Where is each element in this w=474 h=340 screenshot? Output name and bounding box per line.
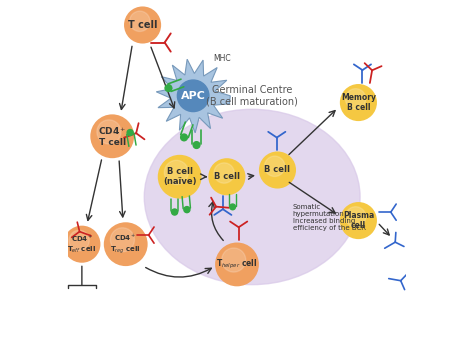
Text: CD4$^+$
T cell: CD4$^+$ T cell: [98, 125, 127, 147]
Circle shape: [129, 11, 150, 32]
Circle shape: [346, 89, 366, 109]
Ellipse shape: [144, 109, 360, 285]
Text: Plasma
cell: Plasma cell: [343, 211, 374, 230]
Circle shape: [124, 6, 161, 44]
Text: Germinal Centre
(B cell maturation): Germinal Centre (B cell maturation): [206, 85, 298, 107]
Text: B cell
(naïve): B cell (naïve): [163, 167, 196, 186]
Polygon shape: [156, 59, 230, 133]
Circle shape: [215, 242, 259, 286]
Circle shape: [97, 120, 121, 144]
Text: CD4$^+$
T$_{eff}$ cell: CD4$^+$ T$_{eff}$ cell: [67, 233, 96, 255]
Circle shape: [340, 84, 377, 121]
Text: MHC: MHC: [213, 54, 231, 63]
Text: CD4$^+$
T$_{reg}$ cell: CD4$^+$ T$_{reg}$ cell: [110, 233, 141, 256]
Text: Memory
B cell: Memory B cell: [341, 93, 376, 112]
Circle shape: [264, 156, 285, 176]
Circle shape: [209, 158, 246, 195]
Circle shape: [214, 163, 234, 183]
Circle shape: [158, 155, 201, 199]
Circle shape: [127, 130, 133, 136]
Circle shape: [181, 134, 187, 141]
Text: B cell: B cell: [264, 166, 291, 174]
Circle shape: [222, 248, 246, 272]
Circle shape: [340, 202, 377, 239]
Text: Somatic
hypermutation
Increased binding
efficiency of the BCR: Somatic hypermutation Increased binding …: [292, 204, 365, 231]
Text: B cell: B cell: [214, 172, 240, 181]
Circle shape: [104, 222, 147, 266]
Circle shape: [172, 209, 178, 215]
Circle shape: [259, 151, 296, 189]
Circle shape: [164, 160, 189, 184]
Text: APC: APC: [181, 91, 206, 101]
Circle shape: [64, 226, 100, 263]
Circle shape: [69, 230, 89, 251]
Circle shape: [91, 114, 134, 158]
Circle shape: [177, 80, 209, 112]
Text: T$_{helper}$ cell: T$_{helper}$ cell: [216, 258, 258, 271]
Circle shape: [230, 204, 236, 210]
Circle shape: [165, 85, 172, 91]
Text: T cell: T cell: [128, 20, 157, 30]
Circle shape: [184, 207, 190, 212]
Circle shape: [110, 228, 135, 252]
Circle shape: [193, 142, 200, 149]
Circle shape: [346, 207, 366, 227]
